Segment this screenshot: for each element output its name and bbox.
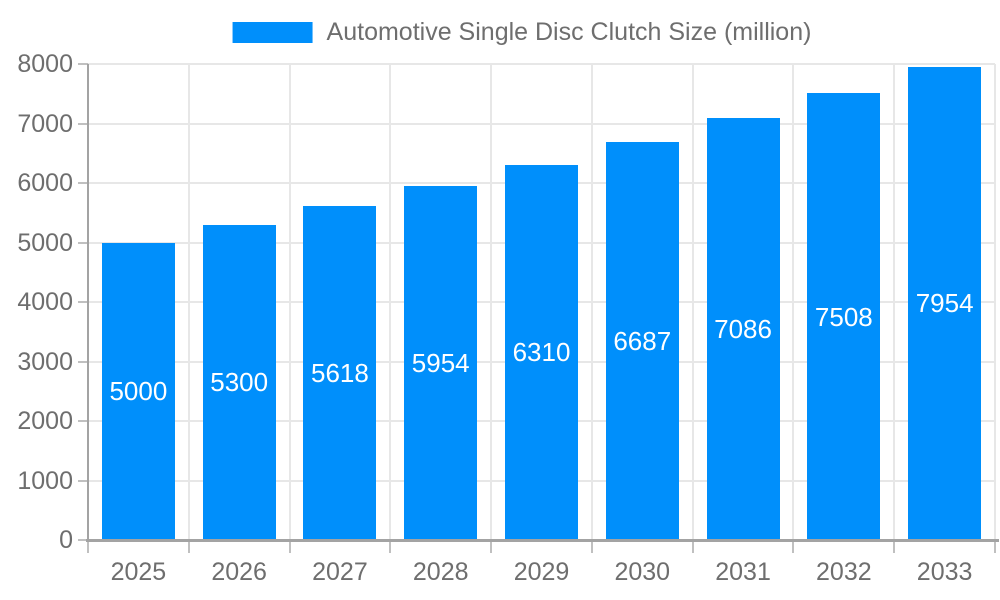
y-axis-tick-label: 7000 xyxy=(17,109,73,138)
x-axis-tick xyxy=(893,542,896,553)
bar-value-label: 7086 xyxy=(714,314,772,345)
gridline-vertical xyxy=(187,64,190,540)
gridline-horizontal xyxy=(88,122,995,125)
bar xyxy=(404,185,478,540)
gridline-vertical xyxy=(893,64,896,540)
y-axis-tick xyxy=(78,479,88,482)
x-axis-tick-label: 2030 xyxy=(614,558,671,586)
bar-value-label: 5300 xyxy=(210,367,269,398)
y-axis-line xyxy=(87,64,89,540)
gridline-vertical xyxy=(994,64,996,540)
y-axis-tick xyxy=(78,182,88,184)
bar xyxy=(202,224,276,540)
bar-value-label: 7508 xyxy=(814,301,873,332)
bar xyxy=(505,164,578,540)
x-axis-line xyxy=(86,539,999,542)
bar xyxy=(908,66,982,540)
y-axis-tick xyxy=(78,301,88,303)
x-axis-tick-label: 2028 xyxy=(412,558,469,586)
legend-swatch-icon xyxy=(232,22,313,43)
x-axis-tick xyxy=(389,542,392,553)
y-axis-tick xyxy=(78,360,88,363)
bar-value-label: 5000 xyxy=(109,376,168,407)
x-axis-tick xyxy=(792,542,795,553)
y-axis-tick-label: 4000 xyxy=(17,288,73,316)
gridline-vertical xyxy=(288,64,291,540)
x-axis-tick-label: 2032 xyxy=(816,558,872,586)
x-axis-tick-label: 2033 xyxy=(916,558,973,586)
gridline-vertical xyxy=(490,64,493,540)
bar-value-label: 5954 xyxy=(411,347,470,378)
gridline-vertical xyxy=(590,64,593,540)
y-axis-tick-label: 5000 xyxy=(17,228,73,257)
y-axis-tick xyxy=(78,539,88,541)
x-axis-tick xyxy=(288,542,291,553)
bar xyxy=(101,242,175,540)
y-axis-tick xyxy=(78,241,88,244)
y-axis-tick-label: 1000 xyxy=(17,466,73,495)
bar xyxy=(303,205,377,540)
x-axis-tick-label: 2025 xyxy=(110,558,167,586)
bar-value-label: 5618 xyxy=(311,357,369,388)
legend-item[interactable]: Automotive Single Disc Clutch Size (mill… xyxy=(232,18,812,46)
y-axis-tick-label: 8000 xyxy=(17,50,73,78)
x-axis-tick-label: 2031 xyxy=(715,558,771,586)
x-axis-tick xyxy=(187,542,190,553)
bar xyxy=(605,142,679,540)
legend-label: Automotive Single Disc Clutch Size (mill… xyxy=(326,18,812,46)
x-axis-tick xyxy=(691,542,694,553)
y-axis-tick xyxy=(78,122,88,125)
bar-value-label: 6687 xyxy=(613,326,672,357)
x-axis-tick-label: 2029 xyxy=(513,558,570,586)
x-axis-tick xyxy=(590,542,593,553)
gridline-horizontal xyxy=(88,63,995,65)
x-axis-tick xyxy=(994,542,996,553)
gridline-vertical xyxy=(792,64,795,540)
x-axis-tick xyxy=(490,542,493,553)
gridline-vertical xyxy=(691,64,694,540)
y-axis-tick-label: 6000 xyxy=(17,169,73,197)
bar xyxy=(706,118,780,540)
gridline-vertical xyxy=(389,64,392,540)
y-axis-tick xyxy=(78,63,88,65)
y-axis-tick-label: 2000 xyxy=(17,407,73,435)
bar xyxy=(807,93,881,540)
y-axis-tick xyxy=(78,420,88,422)
x-axis-tick xyxy=(87,542,89,553)
y-axis-tick-label: 0 xyxy=(59,526,73,554)
x-axis-tick-label: 2026 xyxy=(211,558,267,586)
bar-value-label: 7954 xyxy=(915,288,974,319)
bar-value-label: 6310 xyxy=(512,337,571,368)
y-axis-tick-label: 3000 xyxy=(17,347,73,376)
x-axis-tick-label: 2027 xyxy=(312,558,368,586)
